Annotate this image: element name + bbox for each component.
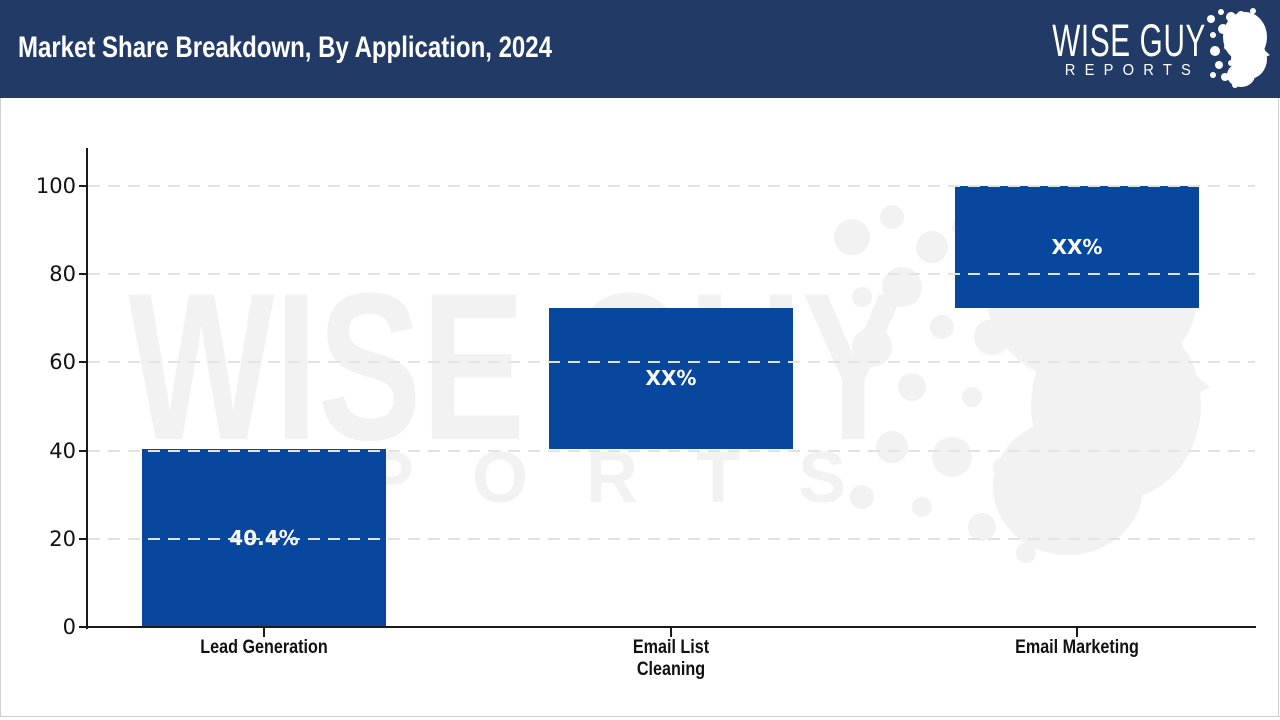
- y-tick: [79, 273, 87, 276]
- y-tick: [79, 361, 87, 364]
- y-axis-line: [86, 148, 88, 629]
- x-tick: [263, 628, 265, 637]
- bar-email-list-cleaning: XX%: [549, 308, 793, 449]
- page-border-right: [1278, 98, 1279, 717]
- logo-head-icon: [1207, 8, 1270, 88]
- bar-value-label: XX%: [1051, 235, 1103, 260]
- gridline-40: [88, 449, 1255, 452]
- gridline-80: [88, 273, 1255, 276]
- bar-value-label: XX%: [645, 366, 697, 391]
- y-tick: [79, 626, 87, 628]
- y-tick-label: 60: [49, 350, 76, 375]
- y-tick-label: 0: [62, 615, 76, 639]
- x-axis-label-email-list-cleaning: Email List Cleaning: [632, 637, 710, 680]
- bar-email-marketing: XX%: [955, 186, 1199, 309]
- y-tick-label: 40: [49, 438, 76, 463]
- header: Market Share Breakdown, By Application, …: [0, 0, 1280, 98]
- x-axis-label-email-marketing: Email Marketing: [1015, 637, 1139, 658]
- x-tick: [670, 628, 672, 637]
- x-axis-line: [86, 626, 1256, 628]
- y-tick-label: 100: [35, 174, 76, 198]
- page-border-left: [0, 98, 1, 717]
- logo-subtext: REPORTS: [1064, 62, 1200, 79]
- y-tick: [79, 185, 87, 187]
- y-tick: [79, 449, 87, 452]
- wise-guy-logo: WISE GUY REPORTS: [1022, 0, 1272, 98]
- y-tick: [79, 537, 87, 540]
- x-tick: [1076, 628, 1078, 637]
- page-border-bottom: [0, 716, 1280, 717]
- x-axis-label-lead-generation: Lead Generation: [200, 637, 328, 658]
- gridline-100: [88, 185, 1255, 187]
- page-title: Market Share Breakdown, By Application, …: [18, 31, 552, 64]
- y-tick-label: 80: [49, 262, 76, 287]
- gridline-20: [88, 537, 1255, 540]
- gridline-60: [88, 361, 1255, 364]
- logo-wordmark: WISE GUY: [1052, 15, 1206, 66]
- y-tick-label: 20: [49, 526, 76, 551]
